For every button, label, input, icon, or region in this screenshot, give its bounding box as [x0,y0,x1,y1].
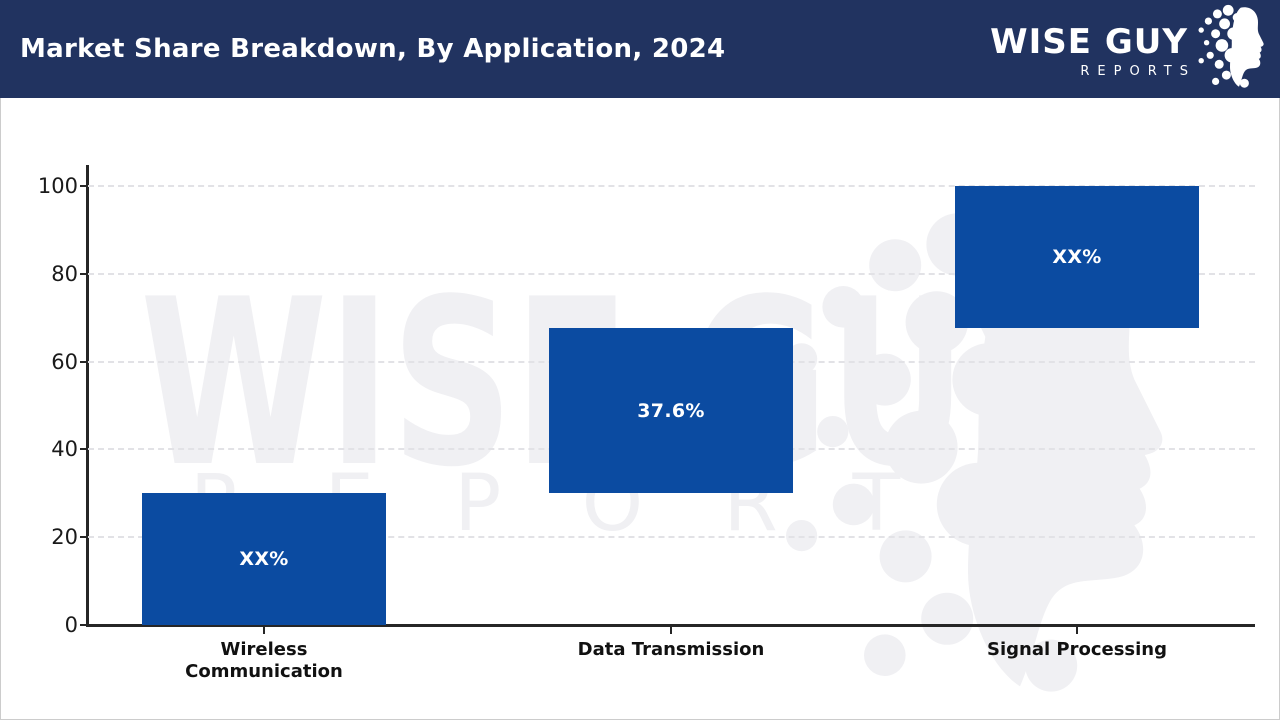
y-tick-label-20: 20 [51,525,78,550]
logo-text: WISE GUY REPORTS [990,22,1188,78]
y-tick-80 [80,272,88,275]
bar-value-label-1: XX% [239,548,289,571]
logo-wordmark: WISE GUY [990,22,1188,63]
wise-guy-logo: WISE GUY REPORTS [990,4,1270,94]
y-tick-label-40: 40 [51,437,78,462]
page-title: Market Share Breakdown, By Application, … [20,34,726,64]
header-bar: Market Share Breakdown, By Application, … [0,0,1280,98]
x-axis-spine [86,624,1255,627]
x-tick-2 [670,626,672,634]
x-category-label-3: Signal Processing [986,639,1168,660]
logo-subtitle: REPORTS [1080,63,1196,79]
gridline-80 [88,272,1255,275]
y-tick-20 [80,536,88,539]
dotted-head-icon [1198,4,1264,88]
y-tick-40 [80,448,88,451]
x-tick-1 [263,626,265,634]
y-tick-60 [80,360,88,363]
bar-3: XX% [955,186,1199,329]
y-tick-label-100: 100 [37,174,78,198]
bar-value-label-3: XX% [1052,246,1102,269]
y-tick-100 [80,185,88,187]
y-axis-spine [86,165,89,626]
gridline-20 [88,536,1255,539]
bar-value-label-2: 37.6% [637,399,705,422]
bar-1: XX% [142,493,386,625]
y-tick-0 [80,624,88,626]
bar-2: 37.6% [549,328,793,494]
y-tick-label-80: 80 [51,261,78,286]
y-tick-label-0: 0 [64,613,78,637]
x-category-label-1: Wireless Communication [185,639,343,682]
x-tick-3 [1076,626,1078,634]
x-category-label-2: Data Transmission [577,639,765,660]
gridline-100 [88,185,1255,187]
y-tick-label-60: 60 [51,349,78,374]
